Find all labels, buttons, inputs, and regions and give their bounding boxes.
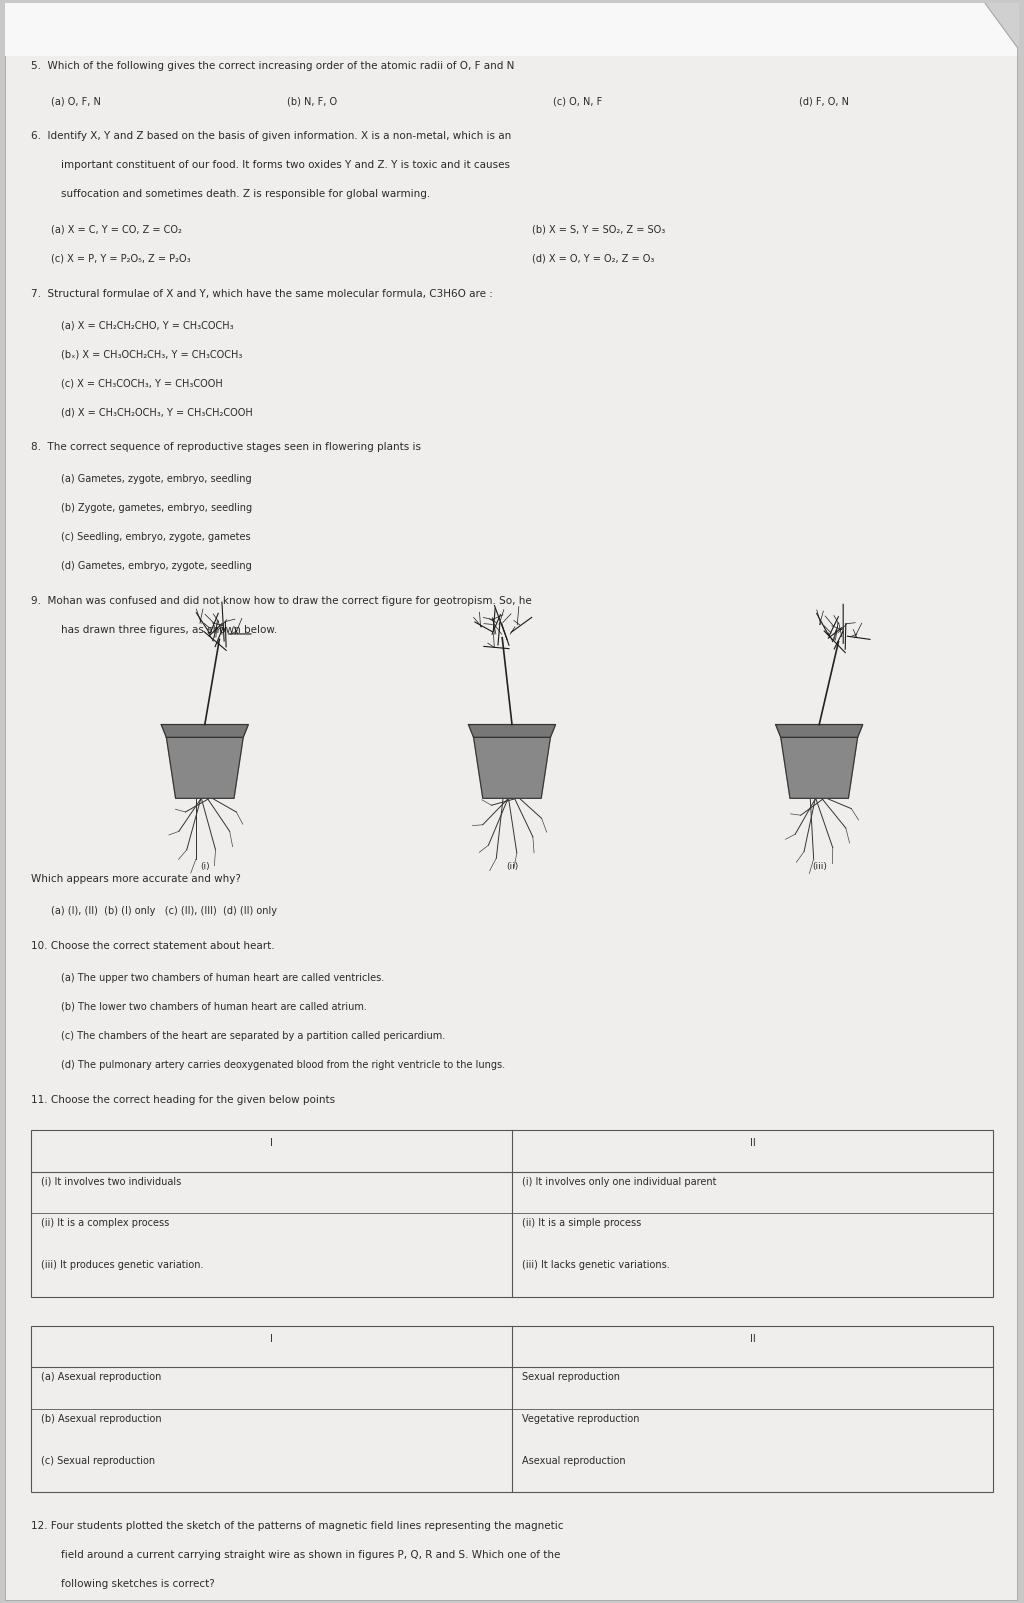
Text: (ii) It is a complex process: (ii) It is a complex process [41, 1218, 169, 1228]
Text: (c) The chambers of the heart are separated by a partition called pericardium.: (c) The chambers of the heart are separa… [61, 1031, 445, 1040]
Text: (a) Gametes, zygote, embryo, seedling: (a) Gametes, zygote, embryo, seedling [61, 474, 252, 484]
FancyBboxPatch shape [5, 3, 1017, 1600]
Polygon shape [166, 737, 244, 798]
Text: (d) X = O, Y = O₂, Z = O₃: (d) X = O, Y = O₂, Z = O₃ [532, 253, 655, 263]
Text: (a) X = C, Y = CO, Z = CO₂: (a) X = C, Y = CO, Z = CO₂ [51, 224, 182, 234]
Text: (c) O, N, F: (c) O, N, F [553, 96, 602, 106]
Text: (a) O, F, N: (a) O, F, N [51, 96, 101, 106]
Text: (b) Zygote, gametes, embryo, seedling: (b) Zygote, gametes, embryo, seedling [61, 503, 253, 513]
Text: (c) X = CH₃COCH₃, Y = CH₃COOH: (c) X = CH₃COCH₃, Y = CH₃COOH [61, 378, 223, 388]
Polygon shape [469, 725, 555, 737]
Text: (b) N, F, O: (b) N, F, O [287, 96, 337, 106]
Text: (a) The upper two chambers of human heart are called ventricles.: (a) The upper two chambers of human hear… [61, 973, 385, 983]
Text: (b) Asexual reproduction: (b) Asexual reproduction [41, 1414, 162, 1423]
Text: (iii) It lacks genetic variations.: (iii) It lacks genetic variations. [522, 1260, 670, 1270]
Text: following sketches is correct?: following sketches is correct? [61, 1579, 215, 1589]
Text: (i) It involves two individuals: (i) It involves two individuals [41, 1177, 181, 1186]
Text: Which appears more accurate and why?: Which appears more accurate and why? [31, 874, 241, 883]
Text: (d) Gametes, embryo, zygote, seedling: (d) Gametes, embryo, zygote, seedling [61, 561, 252, 571]
Text: has drawn three figures, as shown below.: has drawn three figures, as shown below. [61, 625, 278, 635]
Text: suffocation and sometimes death. Z is responsible for global warming.: suffocation and sometimes death. Z is re… [61, 189, 431, 199]
Text: 6.  Identify X, Y and Z based on the basis of given information. X is a non-meta: 6. Identify X, Y and Z based on the basi… [31, 131, 511, 141]
Text: (iii) It produces genetic variation.: (iii) It produces genetic variation. [41, 1260, 204, 1270]
Text: (b) X = S, Y = SO₂, Z = SO₃: (b) X = S, Y = SO₂, Z = SO₃ [532, 224, 666, 234]
Text: 8.  The correct sequence of reproductive stages seen in flowering plants is: 8. The correct sequence of reproductive … [31, 442, 421, 452]
Text: 10. Choose the correct statement about heart.: 10. Choose the correct statement about h… [31, 941, 274, 951]
Text: 11. Choose the correct heading for the given below points: 11. Choose the correct heading for the g… [31, 1095, 335, 1104]
Bar [31, 1130, 993, 1297]
Bar [5, 3, 1017, 56]
Text: (c) X = P, Y = P₂O₅, Z = P₂O₃: (c) X = P, Y = P₂O₅, Z = P₂O₃ [51, 253, 190, 263]
Text: (i) It involves only one individual parent: (i) It involves only one individual pare… [522, 1177, 717, 1186]
Text: (d) X = CH₃CH₂OCH₃, Y = CH₃CH₂COOH: (d) X = CH₃CH₂OCH₃, Y = CH₃CH₂COOH [61, 407, 253, 417]
Text: (bₓ) X = CH₃OCH₂CH₃, Y = CH₃COCH₃: (bₓ) X = CH₃OCH₂CH₃, Y = CH₃COCH₃ [61, 349, 243, 359]
Text: (d) F, O, N: (d) F, O, N [799, 96, 849, 106]
Text: (ii): (ii) [506, 862, 518, 872]
Text: I: I [270, 1138, 272, 1148]
Text: 12. Four students plotted the sketch of the patterns of magnetic field lines rep: 12. Four students plotted the sketch of … [31, 1521, 563, 1531]
Polygon shape [985, 3, 1018, 48]
Text: (ii) It is a simple process: (ii) It is a simple process [522, 1218, 641, 1228]
Text: (iii): (iii) [812, 862, 826, 872]
Text: (b) The lower two chambers of human heart are called atrium.: (b) The lower two chambers of human hear… [61, 1002, 368, 1011]
Text: 5.  Which of the following gives the correct increasing order of the atomic radi: 5. Which of the following gives the corr… [31, 61, 514, 71]
Text: Vegetative reproduction: Vegetative reproduction [522, 1414, 640, 1423]
Text: (i): (i) [200, 862, 210, 872]
Polygon shape [473, 737, 551, 798]
Text: (a) Asexual reproduction: (a) Asexual reproduction [41, 1372, 162, 1382]
Text: 7.  Structural formulae of X and Y, which have the same molecular formula, C3H6O: 7. Structural formulae of X and Y, which… [31, 289, 493, 298]
Polygon shape [781, 737, 858, 798]
Text: Asexual reproduction: Asexual reproduction [522, 1456, 626, 1465]
Polygon shape [162, 725, 249, 737]
Text: (a) (I), (II)  (b) (I) only   (c) (II), (III)  (d) (II) only: (a) (I), (II) (b) (I) only (c) (II), (II… [51, 906, 278, 915]
Text: (c) Sexual reproduction: (c) Sexual reproduction [41, 1456, 155, 1465]
Text: II: II [750, 1334, 756, 1343]
Polygon shape [776, 725, 862, 737]
Text: I: I [270, 1334, 272, 1343]
Text: Sexual reproduction: Sexual reproduction [522, 1372, 621, 1382]
Text: (c) Seedling, embryo, zygote, gametes: (c) Seedling, embryo, zygote, gametes [61, 532, 251, 542]
Text: field around a current carrying straight wire as shown in figures P, Q, R and S.: field around a current carrying straight… [61, 1550, 561, 1560]
Text: 9.  Mohan was confused and did not know how to draw the correct figure for geotr: 9. Mohan was confused and did not know h… [31, 596, 531, 606]
Bar [31, 1326, 993, 1492]
Text: important constituent of our food. It forms two oxides Y and Z. Y is toxic and i: important constituent of our food. It fo… [61, 160, 510, 170]
Text: (a) X = CH₂CH₂CHO, Y = CH₃COCH₃: (a) X = CH₂CH₂CHO, Y = CH₃COCH₃ [61, 321, 234, 330]
Text: II: II [750, 1138, 756, 1148]
Text: (d) The pulmonary artery carries deoxygenated blood from the right ventricle to : (d) The pulmonary artery carries deoxyge… [61, 1060, 506, 1069]
